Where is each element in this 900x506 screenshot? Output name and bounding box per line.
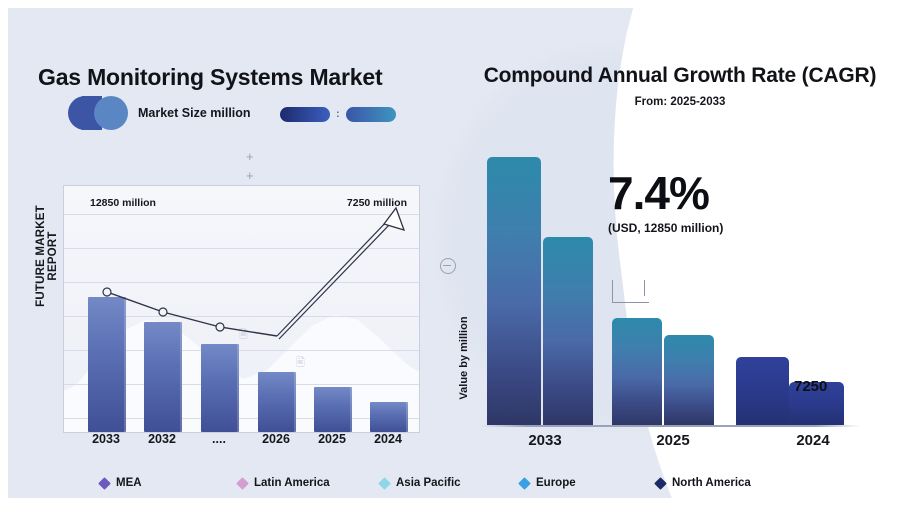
left-xtick-dots: .... [212,432,226,446]
pill-swatch-primary [280,107,330,122]
right-chart-baseline [480,425,860,427]
left-xtick-2032: 2032 [148,432,176,446]
legend-label: MEA [116,477,142,489]
legend-marker-icon [518,476,531,490]
right-bar-data-label: 7250 [794,378,828,395]
doc-icon-small: 🗎 [239,329,248,341]
brand-label: Market Size million [138,106,251,120]
left-title: Gas Monitoring Systems Market [38,64,383,90]
right-x-axis-labels: 2033 2025 2024 [468,432,888,454]
legend-item-europe[interactable]: Europe [518,476,576,490]
legend-marker-icon [378,476,391,490]
right-xtick-2033: 2033 [528,432,562,449]
infographic-panel: Gas Monitoring Systems Market Market Siz… [8,8,892,498]
left-bar-2033 [88,297,126,432]
right-chart-plot-area [8,8,892,498]
right-subtitle: From: 2025-2033 [634,96,726,108]
left-value-note-end: 7250 million [346,197,407,209]
minus-circle-icon [440,258,456,274]
plus-icon-2: + [246,168,254,183]
left-bar-2024 [370,402,408,432]
brand-row: Market Size million [68,96,251,130]
left-x-axis-labels: 2033 2032 .... 2026 2025 2024 [63,432,418,452]
two-overlapping-circles-icon [68,96,132,130]
legend-label: North America [672,477,751,489]
pill-separator: : [336,108,340,120]
right-bar-2033-a [487,157,541,425]
right-xtick-2025: 2025 [656,432,690,449]
right-title: Compound Annual Growth Rate (CAGR) [483,64,877,87]
legend-marker-icon [654,476,667,490]
right-xtick-2024: 2024 [796,432,830,449]
legend-item-north-america[interactable]: North America [654,476,751,490]
left-bar-dots [201,344,239,432]
left-chart-plot-area: 12850 million 7250 million 🗎 🖹 [63,185,420,433]
right-bar-2024-a [736,357,789,425]
left-trend-line [102,206,406,340]
corner-bracket-decoration [612,280,649,303]
cagr-value: 7.4% [608,167,710,219]
right-bar-2033-b [543,237,593,425]
legend-label: Asia Pacific [396,477,461,489]
left-xtick-2024: 2024 [374,432,402,446]
corner-bracket-tick [644,280,646,296]
cagr-note: (USD, 12850 million) [608,221,724,235]
legend-marker-icon [236,476,249,490]
legend-item-latin-america[interactable]: Latin America [236,476,330,490]
chart-legend: MEA Latin America Asia Pacific Europe No… [8,468,892,498]
left-xtick-2025: 2025 [318,432,346,446]
left-bar-2026 [258,372,296,432]
doc-icon-small-2: 🖹 [296,357,305,369]
right-bar-2025-b [664,335,714,425]
plus-icon-1: + [246,149,254,164]
left-bar-2032 [144,322,182,432]
right-bar-2025-a [612,318,662,425]
legend-item-asia-pacific[interactable]: Asia Pacific [378,476,461,490]
legend-label: Latin America [254,477,330,489]
legend-marker-icon [98,476,111,490]
pill-legend: : [280,107,396,122]
left-bar-2025 [314,387,352,432]
left-xtick-2033: 2033 [92,432,120,446]
legend-item-mea[interactable]: MEA [98,476,142,490]
legend-label: Europe [536,477,576,489]
right-bar-2024-b [789,382,844,425]
left-xtick-2026: 2026 [262,432,290,446]
left-value-note-start: 12850 million [90,197,156,209]
pill-swatch-secondary [345,107,396,122]
